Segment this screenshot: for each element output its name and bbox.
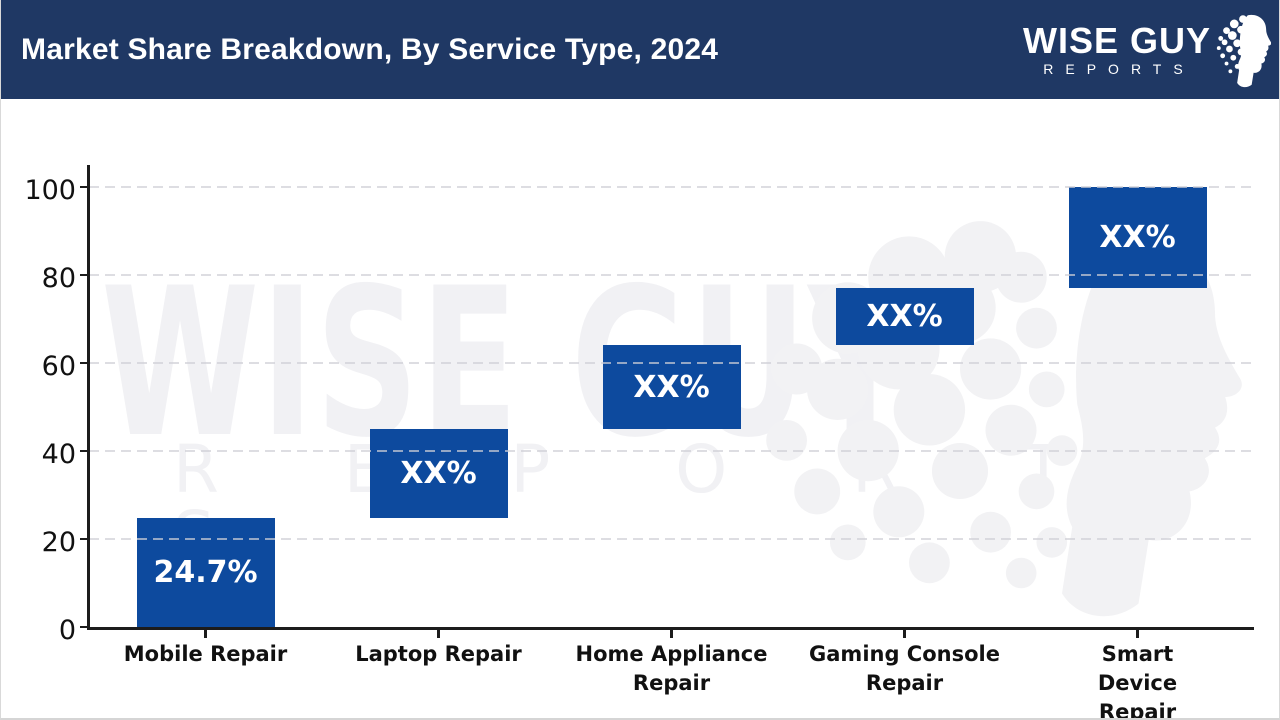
x-tick-mark [903, 629, 906, 638]
x-category-label: Gaming Console Repair [809, 642, 1000, 695]
y-tick-mark [80, 185, 89, 189]
y-tick-label: 100 [24, 175, 76, 206]
x-category-label: Home Appliance Repair [575, 642, 768, 695]
page-title: Market Share Breakdown, By Service Type,… [21, 32, 719, 66]
gridline [89, 185, 1254, 189]
bar: XX% [369, 429, 508, 519]
y-tick-label: 80 [41, 263, 76, 294]
brand-logo: WISE GUY REPORTS [1023, 0, 1271, 99]
plot-area: 0 20 40 60 80 100 24.7% Mobile Repair XX% Laptop … [24, 165, 1254, 718]
x-category-label: Mobile Repair [123, 642, 288, 666]
x-tick-mark [204, 629, 207, 638]
y-tick-label: 20 [41, 527, 76, 558]
x-tick-mark [437, 629, 440, 638]
y-tick-label: 0 [58, 615, 76, 646]
y-axis-spine [87, 165, 90, 629]
gridline [89, 449, 1254, 453]
x-tick-mark [670, 629, 673, 638]
y-tick-mark [80, 625, 89, 629]
y-tick-mark [80, 537, 89, 541]
brand-logo-text: WISE GUY REPORTS [1022, 20, 1211, 77]
brand-logo-name: WISE GUY [1022, 20, 1211, 61]
y-tick-label: 40 [41, 439, 76, 470]
x-category-label: Laptop Repair [355, 642, 522, 666]
header: Market Share Breakdown, By Service Type,… [1, 0, 1279, 99]
y-tick-mark [80, 361, 89, 365]
bar: XX% [835, 288, 974, 346]
bar-value-label: XX% [1099, 220, 1176, 256]
x-tick-mark [1136, 629, 1139, 638]
bar-value-label: XX% [633, 369, 710, 405]
bar: 24.7% [136, 518, 275, 627]
gridline [89, 361, 1254, 365]
brand-face-icon [1216, 14, 1271, 87]
brand-logo-reports: REPORTS [1043, 61, 1195, 77]
y-tick-mark [80, 449, 89, 453]
gridline [89, 273, 1254, 277]
x-axis-spine [87, 627, 1254, 630]
gridline [89, 537, 1254, 541]
x-category-label: Smart Device Repair [1097, 642, 1178, 720]
bar-value-label: XX% [400, 456, 477, 492]
bar-value-label: XX% [866, 299, 943, 335]
bar: XX% [602, 345, 741, 429]
y-tick-label: 60 [41, 351, 76, 382]
bar-value-label: 24.7% [153, 555, 258, 591]
y-tick-mark [80, 273, 89, 277]
